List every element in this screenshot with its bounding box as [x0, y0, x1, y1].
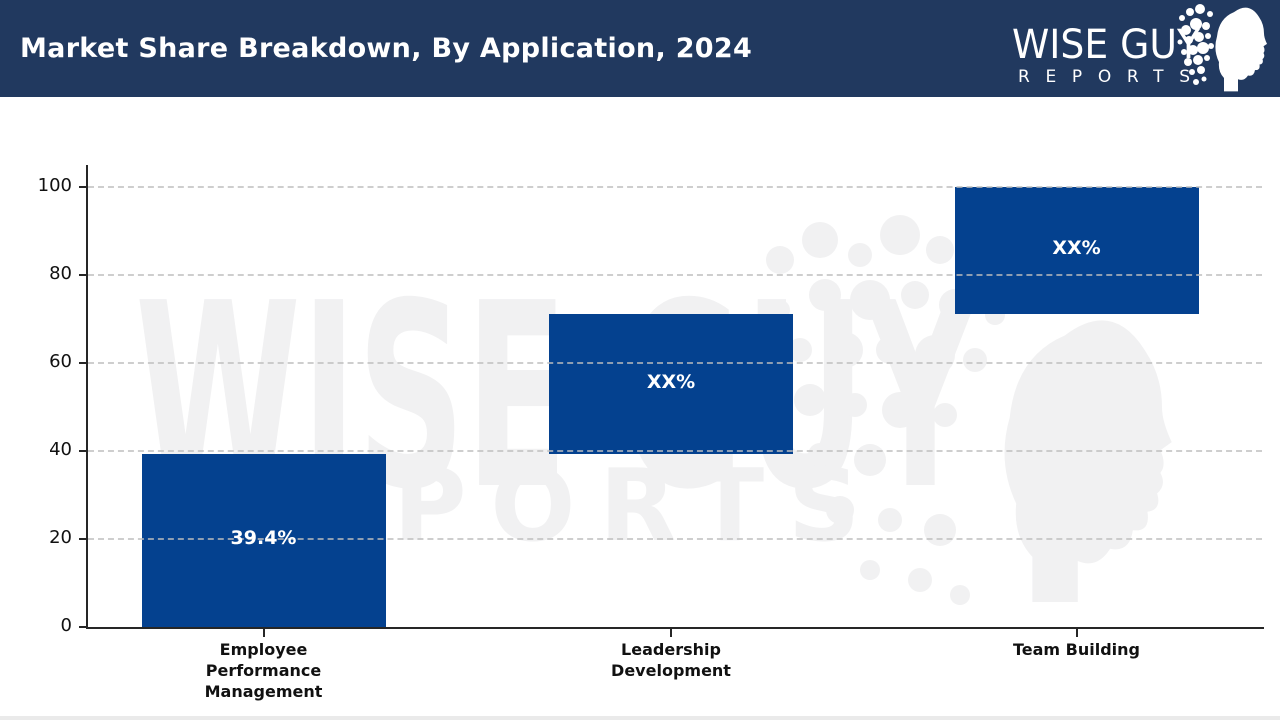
x-axis-label-line: Performance: [205, 661, 322, 680]
x-axis-label-line: Development: [611, 661, 731, 680]
y-tick-label-100: 100: [37, 175, 72, 196]
y-tick-mark-60: [79, 362, 88, 364]
bar-employee-performance-management: [141, 453, 386, 627]
y-tick-label-0: 0: [60, 615, 72, 636]
y-tick-label-40: 40: [49, 439, 72, 460]
gridline-60: [88, 362, 1262, 364]
x-axis-label-line: Employee: [219, 640, 308, 659]
bar-leadership-development: [549, 313, 793, 454]
logo-reports-text: REPORTS: [1018, 67, 1190, 87]
header-bar: Market Share Breakdown, By Application, …: [0, 0, 1280, 97]
logo-dots: [1177, 4, 1214, 85]
x-axis-label-team-building: Team Building: [927, 639, 1227, 660]
y-tick-mark-100: [79, 186, 88, 188]
x-axis-spine: [86, 627, 1264, 629]
gridline-80: [88, 274, 1262, 276]
x-tick-mark-1: [262, 629, 265, 637]
x-axis-label-line: Management: [204, 682, 323, 701]
y-tick-mark-40: [79, 450, 88, 452]
bar-value-label: 39.4%: [230, 527, 297, 550]
bottom-border: [0, 716, 1280, 720]
logo-head-icon: [1215, 7, 1267, 92]
bar-value-label: XX%: [1052, 237, 1101, 260]
y-tick-mark-80: [79, 274, 88, 276]
y-tick-label-60: 60: [49, 351, 72, 372]
y-tick-label-80: 80: [49, 263, 72, 284]
x-axis-label-line: Team Building: [1012, 640, 1140, 659]
y-axis-spine: [86, 165, 88, 627]
x-tick-mark-2: [670, 629, 672, 637]
y-tick-mark-20: [79, 538, 88, 540]
logo-wiseguy-text: WISE GUY: [1012, 22, 1201, 68]
gridline-40: [88, 450, 1262, 452]
brand-logo: WISE GUY REPORTS: [1012, 4, 1267, 92]
gridline-100: [88, 186, 1262, 188]
page-title: Market Share Breakdown, By Application, …: [20, 33, 753, 64]
x-tick-mark-3: [1075, 629, 1078, 637]
y-tick-label-20: 20: [49, 527, 72, 548]
y-tick-mark-0: [79, 626, 88, 628]
gridline-20: [88, 538, 1262, 540]
x-axis-label-employee-performance-management: Employee Performance Management: [114, 639, 414, 702]
x-axis-label-leadership-development: Leadership Development: [521, 639, 821, 681]
x-axis-label-line: Leadership: [621, 640, 721, 659]
bar-value-label: XX%: [646, 370, 696, 393]
